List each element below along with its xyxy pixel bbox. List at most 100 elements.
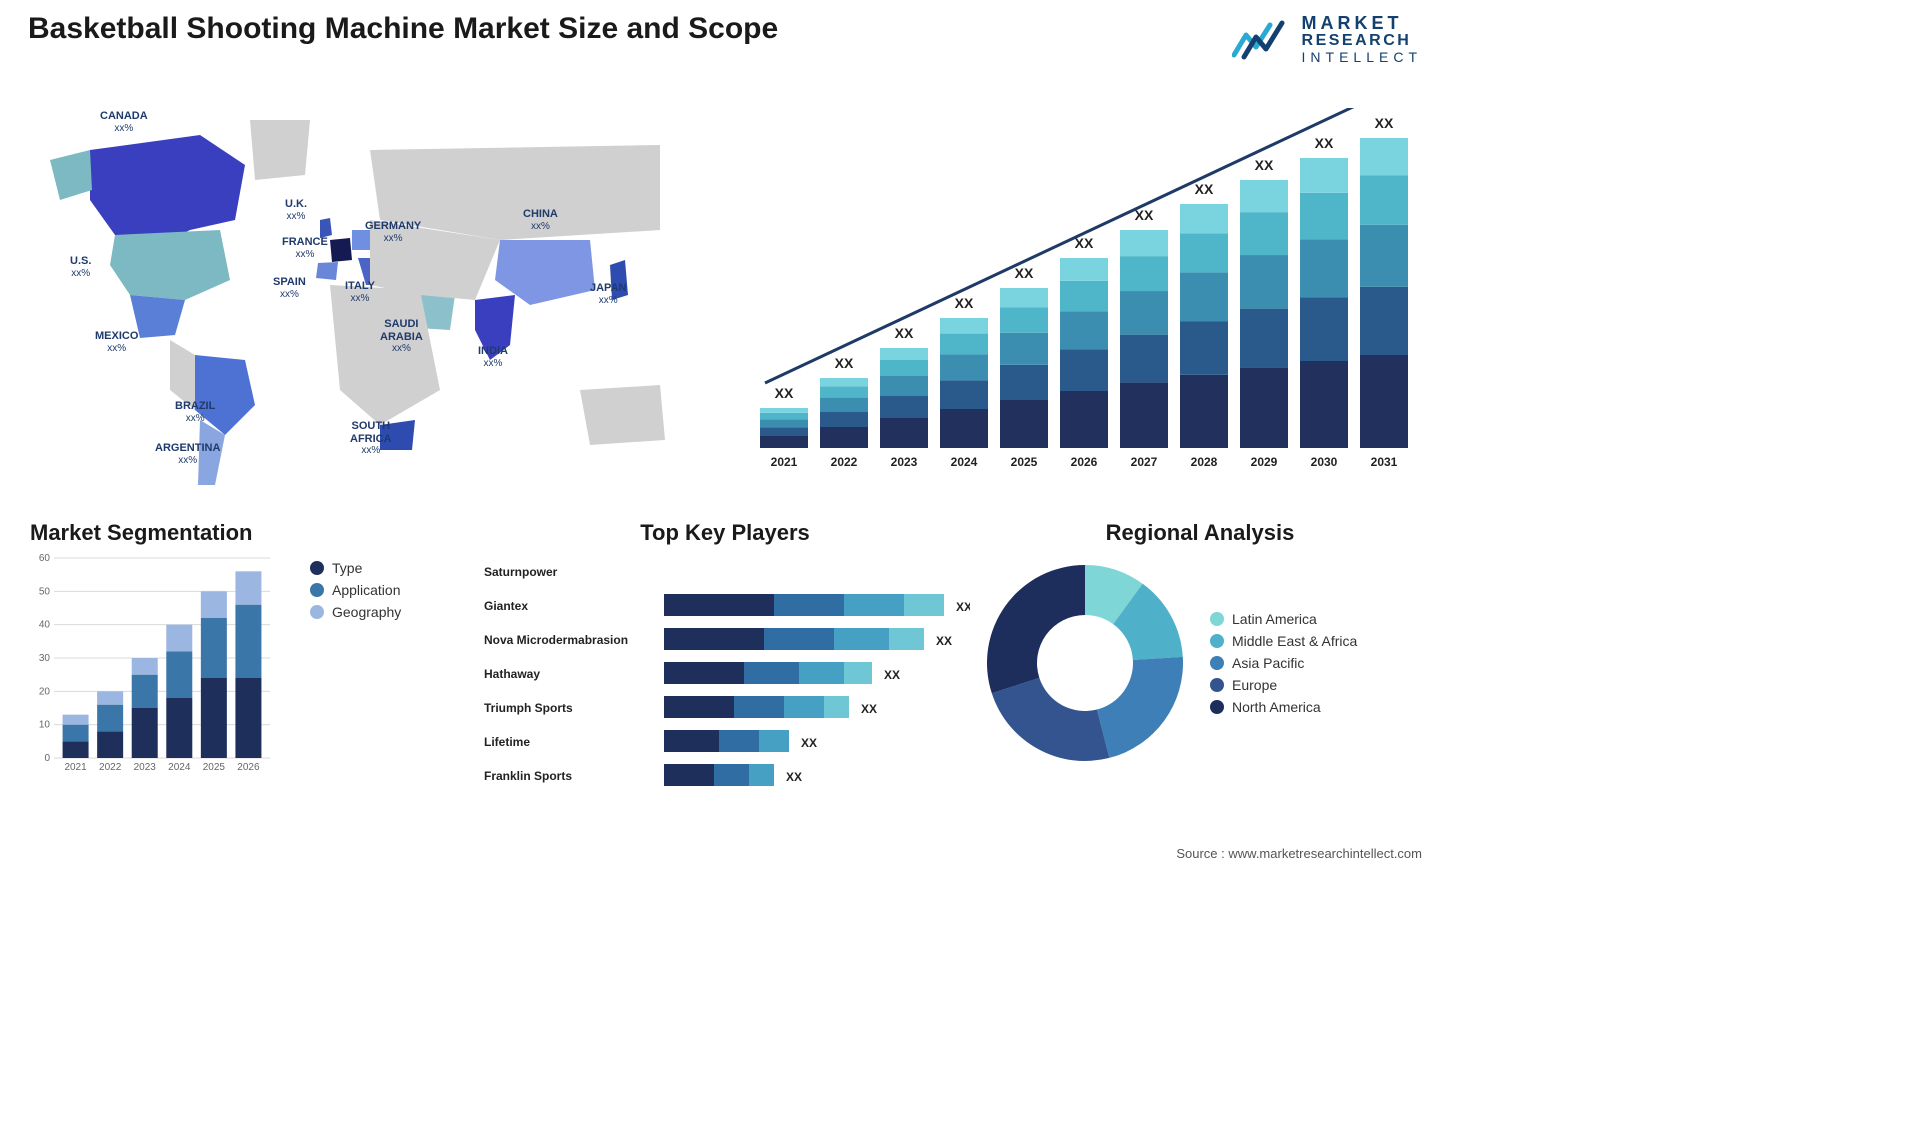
forecast-year-label: 2027 xyxy=(1131,455,1158,469)
seg-year-label: 2026 xyxy=(237,762,260,773)
segmentation-section: Market Segmentation 01020304050602021202… xyxy=(30,520,470,820)
donut-slice xyxy=(992,678,1110,761)
seg-bar-seg xyxy=(235,605,261,678)
legend-label: North America xyxy=(1232,699,1321,715)
player-value-label: XX xyxy=(786,770,802,784)
legend-label: Latin America xyxy=(1232,611,1317,627)
forecast-bar-seg xyxy=(1360,138,1408,175)
forecast-bar-seg xyxy=(1240,309,1288,368)
seg-bar-seg xyxy=(166,651,192,698)
legend-item: Geography xyxy=(310,604,401,620)
map-label: CHINAxx% xyxy=(523,208,558,232)
map-label: INDIAxx% xyxy=(478,345,508,369)
forecast-bar-seg xyxy=(940,354,988,380)
legend-item: Application xyxy=(310,582,401,598)
forecast-bar-label: XX xyxy=(775,385,794,401)
forecast-bar-seg xyxy=(1060,311,1108,349)
forecast-bar-label: XX xyxy=(895,325,914,341)
main-forecast-chart: XX2021XX2022XX2023XX2024XX2025XX2026XX20… xyxy=(750,108,1420,488)
player-bar-seg xyxy=(664,628,764,650)
player-bar-seg xyxy=(664,730,719,752)
map-label: MEXICOxx% xyxy=(95,330,138,354)
forecast-year-label: 2026 xyxy=(1071,455,1098,469)
regional-title: Regional Analysis xyxy=(980,520,1420,546)
player-bar-seg xyxy=(734,696,784,718)
map-label: GERMANYxx% xyxy=(365,220,421,244)
forecast-bar-seg xyxy=(820,427,868,448)
player-bar-seg xyxy=(764,628,834,650)
forecast-bar-label: XX xyxy=(1195,181,1214,197)
forecast-bar-seg xyxy=(940,334,988,355)
player-value-label: XX xyxy=(884,668,900,682)
seg-ytick: 20 xyxy=(39,686,51,697)
player-value-label: XX xyxy=(936,634,952,648)
seg-bar-seg xyxy=(235,678,261,758)
forecast-year-label: 2030 xyxy=(1311,455,1338,469)
forecast-bar-label: XX xyxy=(1315,135,1334,151)
player-bar-seg xyxy=(664,594,774,616)
player-value-label: XX xyxy=(801,736,817,750)
seg-ytick: 30 xyxy=(39,653,51,664)
forecast-bar-seg xyxy=(1180,321,1228,375)
logo-text-3: INTELLECT xyxy=(1302,50,1422,65)
forecast-bar-seg xyxy=(1120,291,1168,335)
map-label: BRAZILxx% xyxy=(175,400,215,424)
legend-label: Geography xyxy=(332,604,401,620)
donut-slice xyxy=(1097,657,1183,758)
segmentation-title: Market Segmentation xyxy=(30,520,470,546)
legend-item: Middle East & Africa xyxy=(1210,633,1357,649)
forecast-bar-seg xyxy=(760,436,808,448)
forecast-bar-label: XX xyxy=(1375,115,1394,131)
forecast-bar-seg xyxy=(1000,288,1048,307)
donut-slice xyxy=(987,565,1085,693)
forecast-bar-seg xyxy=(760,419,808,427)
legend-swatch-icon xyxy=(310,583,324,597)
seg-bar-seg xyxy=(63,715,89,725)
forecast-bar-seg xyxy=(1060,391,1108,448)
logo-mark-icon xyxy=(1232,17,1292,61)
seg-ytick: 60 xyxy=(39,554,51,564)
forecast-bar-seg xyxy=(1300,193,1348,239)
seg-bar-seg xyxy=(63,725,89,742)
world-map: CANADAxx%U.S.xx%MEXICOxx%BRAZILxx%ARGENT… xyxy=(20,90,700,490)
seg-year-label: 2025 xyxy=(203,762,226,773)
seg-bar-seg xyxy=(235,571,261,604)
forecast-bar-seg xyxy=(820,386,868,397)
forecast-bar-label: XX xyxy=(835,355,854,371)
map-label: SPAINxx% xyxy=(273,276,306,300)
forecast-year-label: 2021 xyxy=(771,455,798,469)
player-bar-seg xyxy=(714,764,749,786)
player-label: Nova Microdermabrasion xyxy=(484,633,628,647)
segmentation-legend: TypeApplicationGeography xyxy=(310,554,401,626)
seg-bar-seg xyxy=(132,658,158,675)
forecast-bar-label: XX xyxy=(1255,157,1274,173)
forecast-year-label: 2025 xyxy=(1011,455,1038,469)
forecast-bar-seg xyxy=(760,427,808,436)
seg-ytick: 50 xyxy=(39,586,51,597)
seg-bar-seg xyxy=(97,705,123,732)
map-label: U.K.xx% xyxy=(285,198,307,222)
player-bar-seg xyxy=(799,662,844,684)
seg-ytick: 40 xyxy=(39,620,51,631)
player-label: Giantex xyxy=(484,599,528,613)
forecast-bar-seg xyxy=(1300,297,1348,361)
forecast-bar-seg xyxy=(1180,233,1228,272)
player-value-label: XX xyxy=(861,702,877,716)
map-label: FRANCExx% xyxy=(282,236,328,260)
forecast-bar-seg xyxy=(820,398,868,412)
forecast-bar-seg xyxy=(760,413,808,419)
player-bar-seg xyxy=(749,764,774,786)
player-value-label: XX xyxy=(956,600,970,614)
legend-item: Latin America xyxy=(1210,611,1357,627)
player-bar-seg xyxy=(664,764,714,786)
forecast-bar-seg xyxy=(1360,287,1408,355)
player-label: Hathaway xyxy=(484,667,540,681)
player-bar-seg xyxy=(844,594,904,616)
legend-item: Europe xyxy=(1210,677,1357,693)
top-key-players-section: Top Key Players SaturnpowerGiantexXXNova… xyxy=(480,520,970,820)
legend-label: Asia Pacific xyxy=(1232,655,1304,671)
forecast-bar-seg xyxy=(1120,335,1168,383)
seg-bar-seg xyxy=(97,691,123,704)
forecast-bar-seg xyxy=(940,409,988,448)
legend-swatch-icon xyxy=(1210,634,1224,648)
